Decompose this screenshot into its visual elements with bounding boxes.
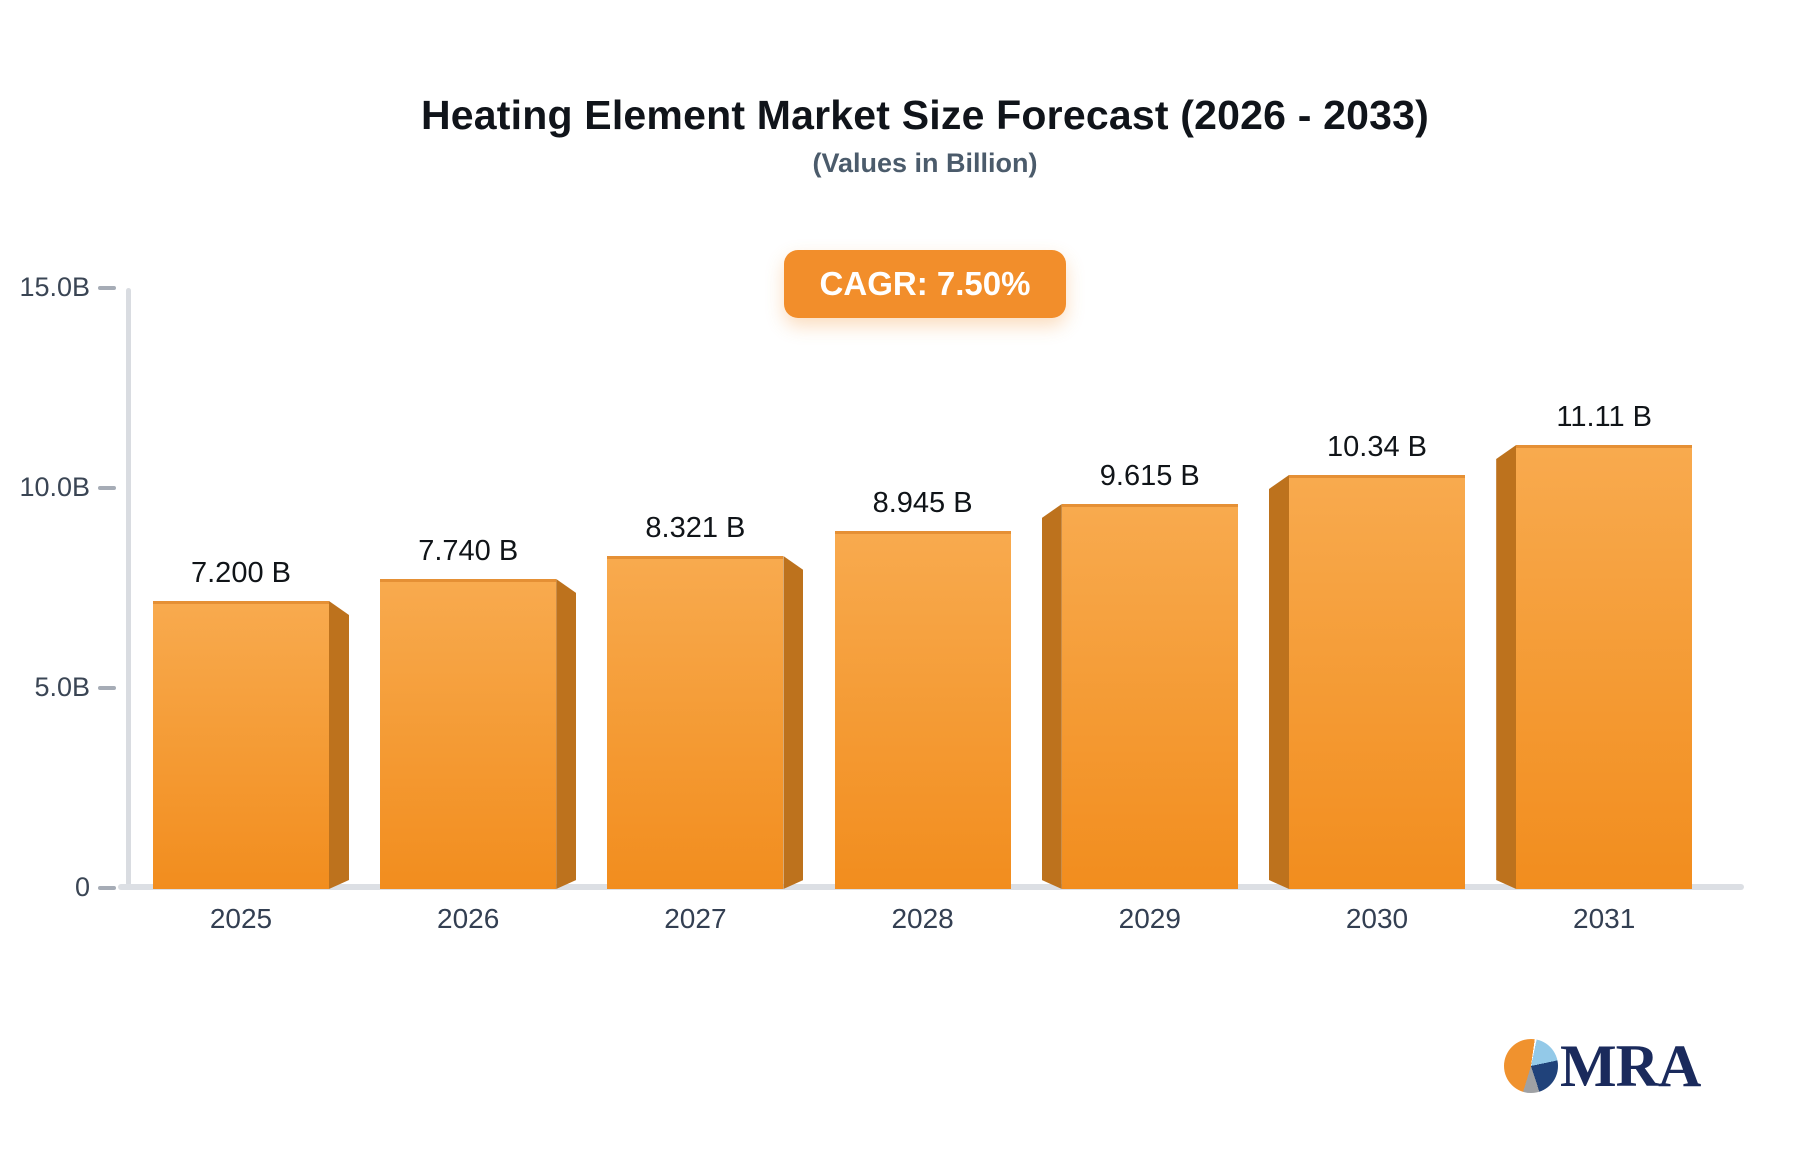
bar-value-label: 7.740 B [418,535,519,567]
y-axis-line [126,288,131,886]
y-tick-label: 5.0B [34,672,90,702]
brand-logo-text: MRA [1560,1033,1701,1099]
bar-3d-side-face [783,556,803,889]
bar-front-face [1061,504,1238,889]
bar-column-2027 [607,556,803,889]
bar-3d-side-face [1269,475,1289,889]
bar-value-label: 8.945 B [872,487,973,519]
bar-column-2029 [1042,504,1238,889]
bar-column-2025 [153,601,349,889]
y-tick-label: 0 [74,872,90,902]
x-axis-label: 2031 [1573,903,1636,934]
bar-column-2028 [834,531,1011,889]
chart-subtitle: (Values in Billion) [812,148,1038,178]
chart-title: Heating Element Market Size Forecast (20… [420,92,1430,138]
brand-logo: MRA [1504,1033,1701,1099]
bar-3d-side-face [1496,445,1516,889]
bar-column-2031 [1496,445,1693,889]
bar-value-label: 10.34 B [1327,431,1427,463]
bar-value-label: 11.11 B [1556,401,1653,433]
y-tick-dash [98,486,116,490]
x-axis-label: 2026 [437,903,500,934]
x-axis-label: 2030 [1345,903,1409,934]
bar-column-2030 [1269,475,1465,889]
y-tick-dash [98,886,116,890]
y-tick-dash [98,686,116,690]
y-tick-label: 10.0B [19,472,90,502]
x-axis-label: 2025 [209,903,273,934]
bar-front-face [607,556,784,889]
bar-3d-side-face [329,601,349,889]
x-axis-label: 2028 [891,903,954,934]
bar-value-label: 7.200 B [191,557,291,589]
y-tick-label: 15.0B [19,272,90,302]
bar-front-face [153,601,329,889]
pie-chart-icon [1504,1039,1558,1093]
bar-front-face [1516,445,1693,889]
bar-column-2026 [380,579,576,889]
bar-value-label: 8.321 B [645,512,746,544]
y-tick-dash [98,286,116,290]
bar-3d-side-face [556,579,576,889]
bar-3d-side-face [1042,504,1062,889]
bar-front-face [380,579,557,889]
bar-value-label: 9.615 B [1099,460,1200,492]
cagr-badge-band: CAGR: 7.50% [50,250,1800,318]
x-axis-label: 2029 [1118,903,1181,934]
cagr-badge: CAGR: 7.50% [783,250,1067,318]
bar-front-face [834,531,1011,889]
bar-front-face [1289,475,1465,889]
x-axis-label: 2027 [664,903,727,934]
